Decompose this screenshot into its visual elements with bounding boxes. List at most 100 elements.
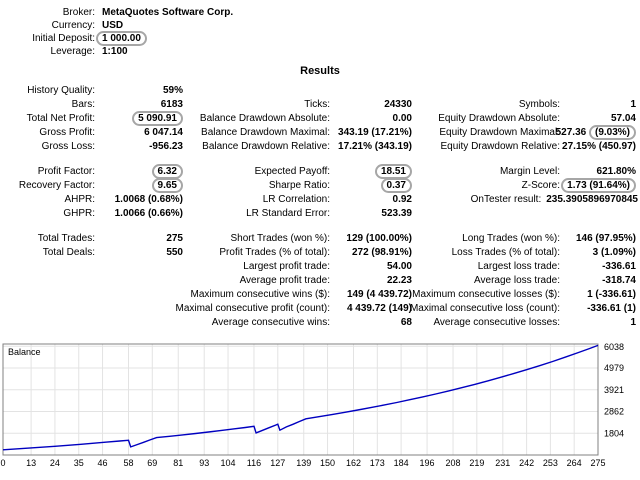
x-axis-label: 0 (0, 458, 5, 468)
initial-deposit-value: 1 000.00 (96, 31, 147, 46)
stat-value: 0.00 (392, 113, 412, 124)
stat-label: Ticks: (304, 99, 330, 110)
stat-label: LR Standard Error: (246, 208, 330, 219)
stat-label: OnTester result: (470, 194, 542, 205)
stat-value: -318.74 (602, 275, 636, 286)
x-axis-label: 116 (247, 458, 261, 468)
stat-label: Gross Loss: (41, 141, 95, 152)
stat-value: 523.39 (381, 208, 412, 219)
stats-row: Recovery Factor: 9.65 Sharpe Ratio: 0.37 Z-S… (0, 178, 640, 193)
stats-row: Gross Profit: 6 047.14 Balance Drawdown Ma… (0, 125, 640, 140)
stat-pair: Total Trades: 275 (0, 232, 183, 246)
stat-pair: Equity Drawdown Maximal: 527.36 (9.03%) (412, 125, 638, 140)
stat-value: 68 (400, 317, 412, 328)
stat-label: Maximal consecutive loss (count): (409, 303, 560, 314)
stat-label: Average consecutive losses: (433, 317, 560, 328)
stat-label: Total Net Profit: (26, 113, 95, 124)
broker-row: Broker: MetaQuotes Software Corp. (0, 6, 640, 19)
stat-label: Equity Drawdown Relative: (440, 141, 561, 152)
x-axis-label: 173 (370, 458, 385, 468)
x-axis-label: 219 (469, 458, 484, 468)
stat-label: Equity Drawdown Absolute: (438, 113, 560, 124)
stat-value: 527.36 (9.03%) (556, 125, 636, 140)
stat-label: Balance Drawdown Maximal: (201, 127, 330, 138)
stats-spacer (0, 154, 640, 165)
stat-label: AHPR: (64, 194, 95, 205)
stat-pair: Maximal consecutive profit (count): 4 439… (175, 302, 412, 316)
stat-value: 129 (100.00%) (346, 233, 412, 244)
stat-pair: LR Standard Error: 523.39 (183, 207, 412, 221)
stat-pair: GHPR: 1.0066 (0.66%) (0, 207, 183, 221)
stat-pair: Short Trades (won %): 129 (100.00%) (183, 232, 412, 246)
x-axis-label: 81 (173, 458, 183, 468)
y-axis-label: 2862 (604, 407, 624, 417)
chart-title: Balance (8, 347, 41, 357)
x-axis-label: 264 (567, 458, 582, 468)
y-axis-label: 3921 (604, 385, 624, 395)
initial-deposit-value-wrap: 1 000.00 (96, 31, 147, 46)
x-axis-label: 58 (123, 458, 133, 468)
stat-pair: Profit Factor: 6.32 (0, 164, 183, 179)
stat-value: 146 (97.95%) (575, 233, 636, 244)
x-axis-label: 69 (147, 458, 157, 468)
stat-value: 27.15% (450.97) (562, 141, 636, 152)
stat-value: 9.65 (151, 178, 183, 193)
stat-value: 54.00 (386, 261, 412, 272)
stat-pair: Sharpe Ratio: 0.37 (183, 178, 412, 193)
stat-pair: Total Net Profit: 5 090.91 (0, 111, 183, 126)
stat-value: 1 (-336.61) (587, 289, 636, 300)
stats-spacer (0, 221, 640, 232)
stats-row: Average consecutive wins: 68 Average conse… (0, 316, 640, 330)
stat-label: Balance Drawdown Relative: (202, 141, 330, 152)
stats-row: Total Trades: 275 Short Trades (won %): 129… (0, 232, 640, 246)
stat-value: 6183 (160, 99, 183, 110)
broker-value: MetaQuotes Software Corp. (102, 7, 234, 18)
x-axis-label: 139 (296, 458, 311, 468)
leverage-row: Leverage: 1:100 (0, 45, 640, 58)
stat-pair: Bars: 6183 (0, 98, 183, 112)
highlight-oval: 6.32 (151, 164, 183, 179)
stat-label: Sharpe Ratio: (268, 180, 330, 191)
stat-value: 0.92 (392, 194, 412, 205)
stat-value: 550 (166, 247, 183, 258)
stat-pair: Gross Profit: 6 047.14 (0, 126, 183, 140)
stat-value: 4 439.72 (149) (346, 303, 412, 314)
stats-row: GHPR: 1.0066 (0.66%) LR Standard Error: 523… (0, 207, 640, 221)
x-axis-label: 35 (74, 458, 84, 468)
stat-label: Recovery Factor: (18, 180, 95, 191)
broker-label: Broker: (62, 7, 95, 18)
stat-pair: Maximal consecutive loss (count): -336.61… (409, 302, 638, 316)
x-axis-label: 13 (26, 458, 36, 468)
stat-label: Gross Profit: (39, 127, 95, 138)
stats-row: Maximum consecutive wins ($): 149 (4 439.… (0, 288, 640, 302)
stat-pair: Margin Level: 621.80% (412, 165, 638, 179)
currency-label: Currency: (51, 20, 95, 31)
initial-deposit-label: Initial Deposit: (32, 33, 95, 44)
stat-pair: Gross Loss: -956.23 (0, 140, 183, 154)
stat-pair: Balance Drawdown Absolute: 0.00 (183, 112, 412, 126)
y-axis-label: 6038 (604, 342, 624, 352)
stat-value: 5 090.91 (132, 111, 183, 126)
stat-value: 59% (162, 85, 183, 96)
balance-chart-panel: Balance 0 13 24 35 46 58 69 81 93 104 116 127 139 150 1… (0, 341, 640, 477)
stat-value: 17.21% (343.19) (338, 141, 412, 152)
stat-value: 6 047.14 (144, 127, 183, 138)
stats-row: Total Deals: 550 Profit Trades (% of total… (0, 246, 640, 260)
leverage-label: Leverage: (50, 46, 95, 57)
stat-pair: Largest profit trade: 54.00 (183, 260, 412, 274)
highlight-oval: 5 090.91 (132, 111, 183, 126)
stat-label: Average loss trade: (474, 275, 560, 286)
stats-row: History Quality: 59% (0, 84, 640, 98)
stat-label: History Quality: (27, 85, 95, 96)
stat-value: 3 (1.09%) (592, 247, 636, 258)
balance-chart: Balance 0 13 24 35 46 58 69 81 93 104 116 127 139 150 1… (0, 342, 624, 468)
stats-row: AHPR: 1.0068 (0.68%) LR Correlation: 0.92 On… (0, 193, 640, 207)
highlight-oval: 9.65 (151, 178, 183, 193)
x-axis-label: 208 (446, 458, 461, 468)
stats-table: History Quality: 59% Bars: 6183 Ticks: 24330 S… (0, 84, 640, 330)
stat-pair: Balance Drawdown Maximal: 343.19 (17.21%) (183, 126, 412, 140)
stat-label: Equity Drawdown Maximal: (439, 127, 560, 138)
stat-pair: Average loss trade: -318.74 (412, 274, 638, 288)
stat-label: Z-Score: (521, 180, 560, 191)
stat-value: 57.04 (610, 113, 636, 124)
